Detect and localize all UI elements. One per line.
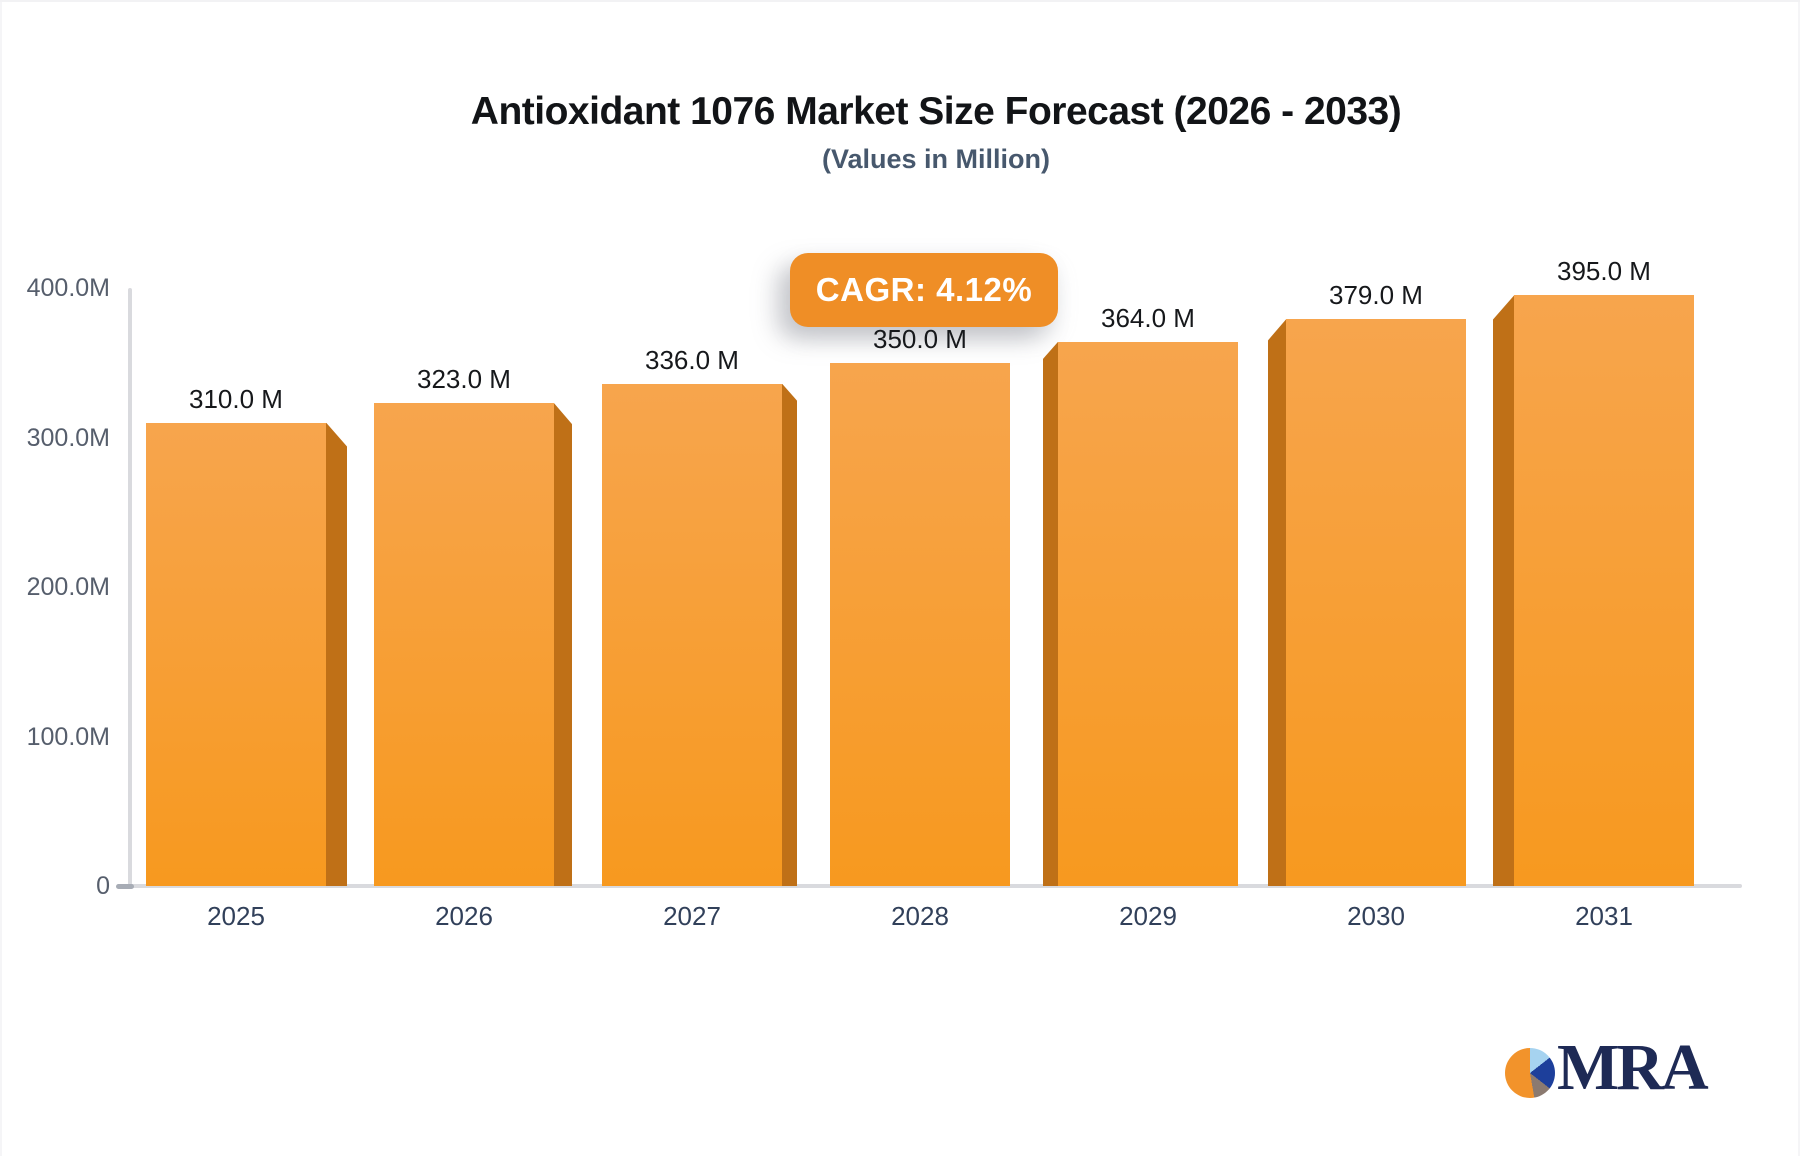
bar-value-label: 364.0 M	[1101, 302, 1195, 333]
x-axis-label: 2031	[1575, 901, 1633, 931]
bar-3d-side	[554, 403, 572, 886]
mra-logo: MRA	[1505, 1031, 1709, 1104]
bar	[830, 362, 1010, 886]
bar-3d-side	[1268, 319, 1286, 886]
bar-value-label: 336.0 M	[645, 344, 739, 375]
x-axis-label: 2030	[1347, 901, 1405, 931]
chart-header: Antioxidant 1076 Market Size Forecast (2…	[72, 88, 1800, 176]
y-axis-line	[128, 288, 132, 888]
bar	[1514, 295, 1694, 886]
bar-value-label: 379.0 M	[1329, 280, 1423, 311]
bar	[602, 383, 782, 886]
bar	[1286, 319, 1466, 886]
cagr-badge: CAGR: 4.12%	[790, 253, 1058, 327]
bar	[146, 422, 326, 886]
y-axis-tick-label: 100.0M	[26, 722, 110, 751]
bar-value-label: 323.0 M	[417, 364, 511, 395]
chart-subtitle: (Values in Million)	[821, 144, 1051, 174]
x-axis-label: 2026	[435, 901, 493, 931]
chart-title: Antioxidant 1076 Market Size Forecast (2…	[470, 90, 1402, 133]
bar-3d-side	[1493, 295, 1514, 886]
bar-3d-side	[782, 383, 797, 886]
pie-chart-logo-icon	[1505, 1047, 1555, 1098]
cagr-badge-label: CAGR: 4.12%	[815, 271, 1033, 308]
bar-value-label: 350.0 M	[873, 323, 967, 354]
x-axis-line	[128, 884, 1742, 888]
bar	[1058, 341, 1238, 886]
y-axis-zero-tick	[116, 884, 134, 889]
bar-value-label: 395.0 M	[1557, 256, 1651, 287]
bar	[374, 403, 554, 886]
y-axis-tick-label: 400.0M	[26, 274, 110, 302]
logo-text: MRA	[1557, 1031, 1709, 1104]
bar-value-label: 310.0 M	[189, 383, 283, 414]
bar-3d-side	[1043, 341, 1058, 886]
x-axis-label: 2025	[207, 901, 265, 931]
x-axis-label: 2028	[891, 901, 949, 931]
bar-3d-side	[326, 422, 347, 886]
y-axis-tick-label: 0	[96, 872, 110, 900]
y-axis-tick-label: 200.0M	[26, 573, 110, 601]
x-axis-label: 2029	[1119, 901, 1177, 931]
x-axis-label: 2027	[663, 901, 721, 931]
y-axis-tick-label: 300.0M	[26, 423, 110, 452]
